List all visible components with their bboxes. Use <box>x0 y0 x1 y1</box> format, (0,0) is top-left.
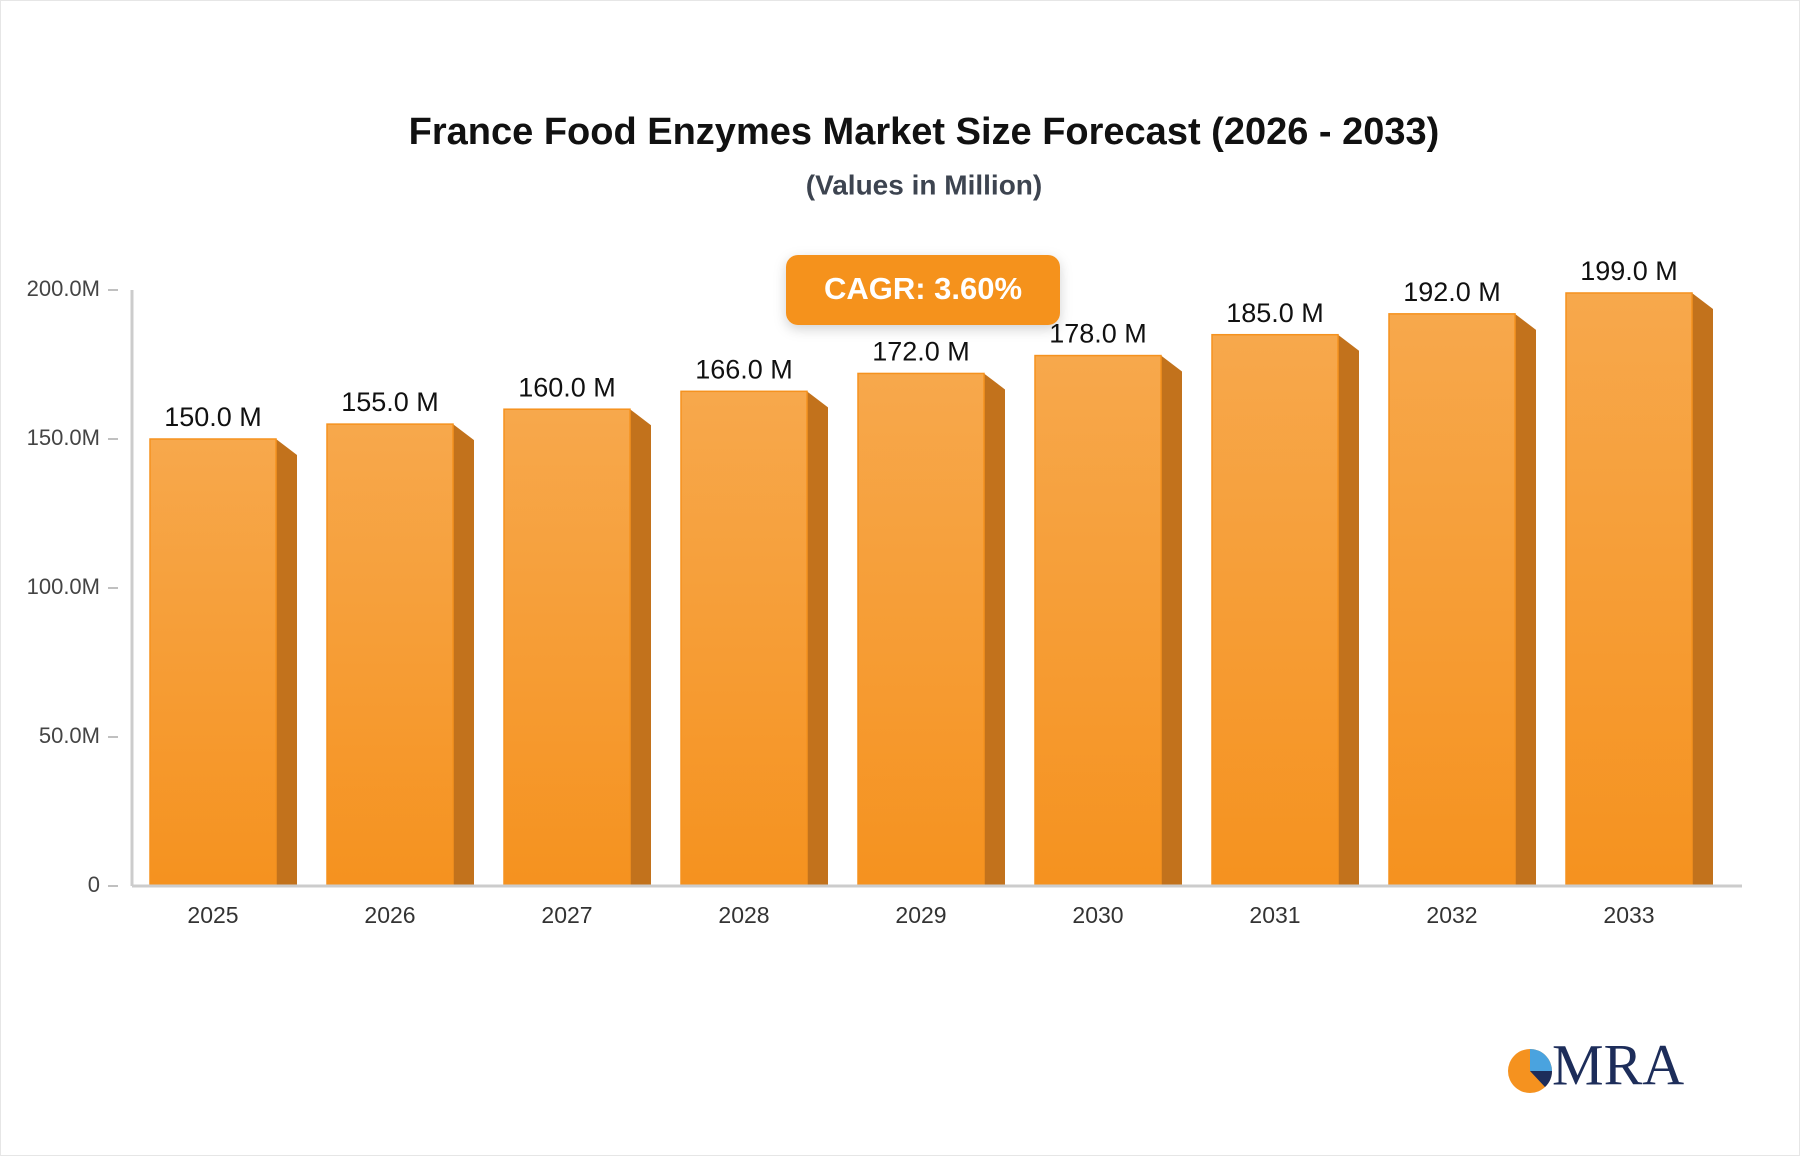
x-tick-label: 2031 <box>1249 902 1300 928</box>
bar <box>1565 292 1693 887</box>
bar-side <box>1161 355 1182 886</box>
y-tick-label: 50.0M <box>39 723 100 748</box>
x-tick-label: 2025 <box>187 902 238 928</box>
plot-area: 0 50.0M 100.0M 150.0M 200.0M 150.0 M 2025 155.0… <box>27 256 1742 928</box>
bar-side <box>453 424 474 886</box>
value-label: 199.0 M <box>1580 256 1678 286</box>
bar <box>1211 333 1339 887</box>
cagr-label: CAGR: 3.60% <box>824 271 1022 306</box>
logo: MRA <box>1508 1032 1684 1097</box>
x-tick-label: 2027 <box>541 902 592 928</box>
logo-text: MRA <box>1552 1032 1684 1097</box>
value-label: 150.0 M <box>164 402 262 432</box>
x-tick-label: 2033 <box>1603 902 1654 928</box>
bar-side <box>1515 313 1536 887</box>
logo-icon-slice <box>1530 1049 1552 1071</box>
value-label: 155.0 M <box>341 387 439 417</box>
chart-title: France Food Enzymes Market Size Forecast… <box>409 111 1440 153</box>
x-tick-label: 2032 <box>1426 902 1477 928</box>
bar <box>1034 354 1162 887</box>
bar <box>1388 313 1516 887</box>
y-tick-label: 200.0M <box>27 276 100 301</box>
bar <box>503 408 631 887</box>
bar-side <box>630 409 651 886</box>
x-tick-label: 2030 <box>1072 902 1123 928</box>
bar <box>857 372 985 887</box>
bar <box>680 390 808 887</box>
x-tick-label: 2029 <box>895 902 946 928</box>
bar-side <box>984 373 1005 886</box>
bar <box>326 423 454 887</box>
logo-icon-slice <box>1530 1071 1552 1087</box>
y-tick-label: 0 <box>88 872 100 897</box>
bar-side <box>1338 334 1359 886</box>
bar-side <box>1692 292 1713 887</box>
x-tick-label: 2028 <box>718 902 769 928</box>
x-tick-label: 2026 <box>364 902 415 928</box>
value-label: 172.0 M <box>872 337 970 367</box>
chart-subtitle: (Values in Million) <box>806 169 1042 200</box>
value-label: 178.0 M <box>1049 319 1147 349</box>
value-label: 192.0 M <box>1403 277 1501 307</box>
value-label: 166.0 M <box>695 354 793 384</box>
bar-side <box>276 439 297 886</box>
y-tick-label: 100.0M <box>27 574 100 599</box>
y-tick-label: 150.0M <box>27 425 100 450</box>
bar-side <box>807 391 828 886</box>
value-label: 185.0 M <box>1226 298 1324 328</box>
value-label: 160.0 M <box>518 372 616 402</box>
cagr-badge <box>786 255 1060 325</box>
bar <box>149 438 277 887</box>
